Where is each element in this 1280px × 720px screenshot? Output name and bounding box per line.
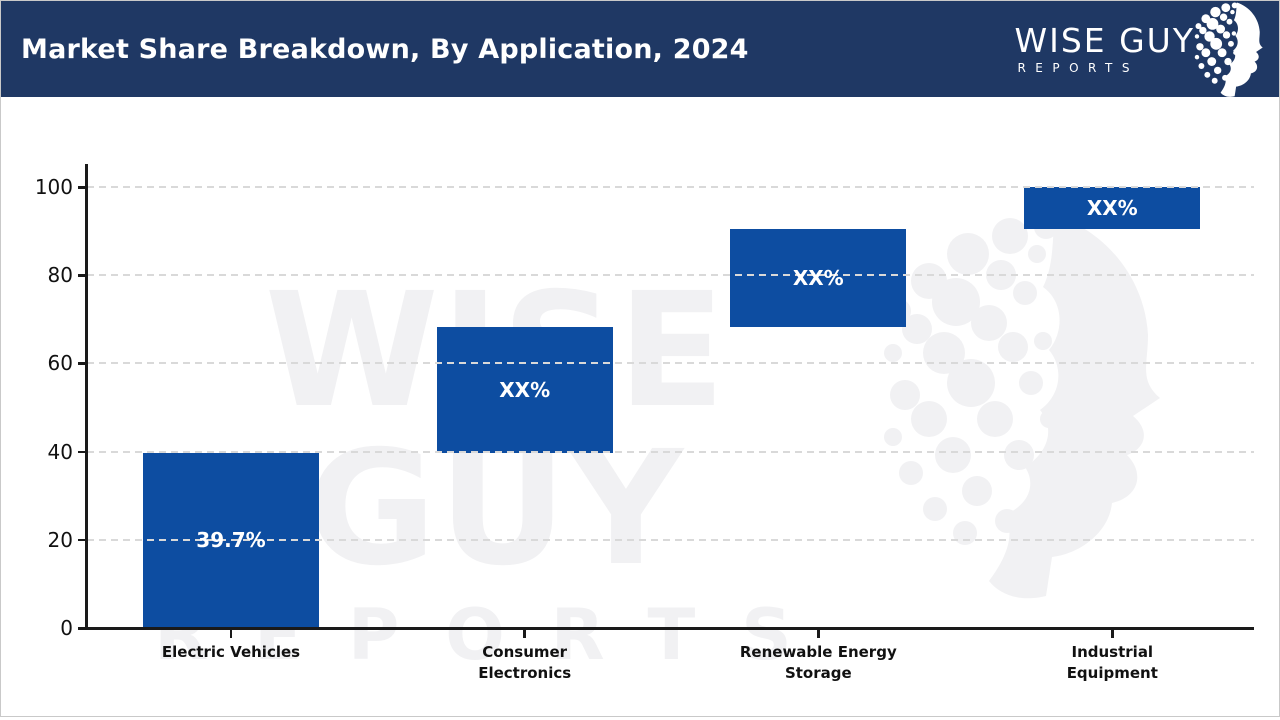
page-title: Market Share Breakdown, By Application, … bbox=[21, 33, 749, 65]
y-tick-20 bbox=[78, 538, 86, 542]
y-tick-label-0: 0 bbox=[60, 616, 73, 640]
logo-text: WISE GUY REPORTS bbox=[1014, 24, 1195, 75]
bar-value-label-electric-vehicles: 39.7% bbox=[196, 528, 266, 553]
x-axis-label-consumer-electronics: Consumer Electronics bbox=[478, 643, 572, 682]
x-axis-line bbox=[86, 626, 1254, 630]
chart-area: WISE GUY REPORTS 02040608010039.7%XX%XX%… bbox=[1, 97, 1279, 716]
logo: WISE GUY REPORTS bbox=[1014, 1, 1265, 97]
logo-head-icon bbox=[1194, 2, 1263, 97]
x-tick-electric-vehicles bbox=[229, 629, 233, 638]
logo-subtext: REPORTS bbox=[1017, 60, 1139, 75]
x-tick-industrial-equipment bbox=[1111, 629, 1114, 638]
x-axis-label-industrial-equipment: Industrial Equipment bbox=[1066, 643, 1158, 682]
bar-industrial-equipment bbox=[1024, 187, 1201, 229]
gridline-80 bbox=[87, 274, 1254, 277]
x-tick-consumer-electronics bbox=[523, 629, 526, 638]
bar-value-label-industrial-equipment: XX% bbox=[1086, 195, 1138, 220]
gridline-100 bbox=[87, 186, 1254, 188]
gridline-60 bbox=[87, 362, 1254, 365]
gridline-40 bbox=[87, 450, 1254, 453]
logo-wordmark: WISE GUY bbox=[1014, 20, 1195, 60]
x-axis-label-electric-vehicles: Electric Vehicles bbox=[161, 643, 301, 661]
gridline-20 bbox=[87, 538, 1254, 541]
bar-consumer-electronics bbox=[436, 327, 613, 453]
y-tick-0 bbox=[78, 627, 86, 630]
y-tick-label-60: 60 bbox=[47, 351, 73, 376]
bar-value-label-consumer-electronics: XX% bbox=[499, 378, 551, 403]
y-tick-label-40: 40 bbox=[47, 439, 73, 464]
x-tick-renewable-energy-storage bbox=[817, 629, 820, 638]
y-tick-label-100: 100 bbox=[34, 175, 73, 199]
y-tick-100 bbox=[78, 186, 86, 189]
y-tick-60 bbox=[78, 362, 86, 365]
x-axis-label-renewable-energy-storage: Renewable Energy Storage bbox=[739, 643, 897, 682]
y-tick-label-20: 20 bbox=[47, 527, 73, 552]
y-tick-label-80: 80 bbox=[47, 263, 73, 288]
y-tick-80 bbox=[78, 274, 86, 277]
y-tick-40 bbox=[78, 450, 86, 454]
y-axis-line bbox=[85, 164, 88, 630]
header-bar: Market Share Breakdown, By Application, … bbox=[1, 1, 1279, 97]
watermark-wordmark: WISE GUY bbox=[265, 272, 726, 601]
bar-renewable-energy-storage bbox=[730, 228, 907, 328]
bar-value-label-renewable-energy-storage: XX% bbox=[792, 266, 844, 291]
